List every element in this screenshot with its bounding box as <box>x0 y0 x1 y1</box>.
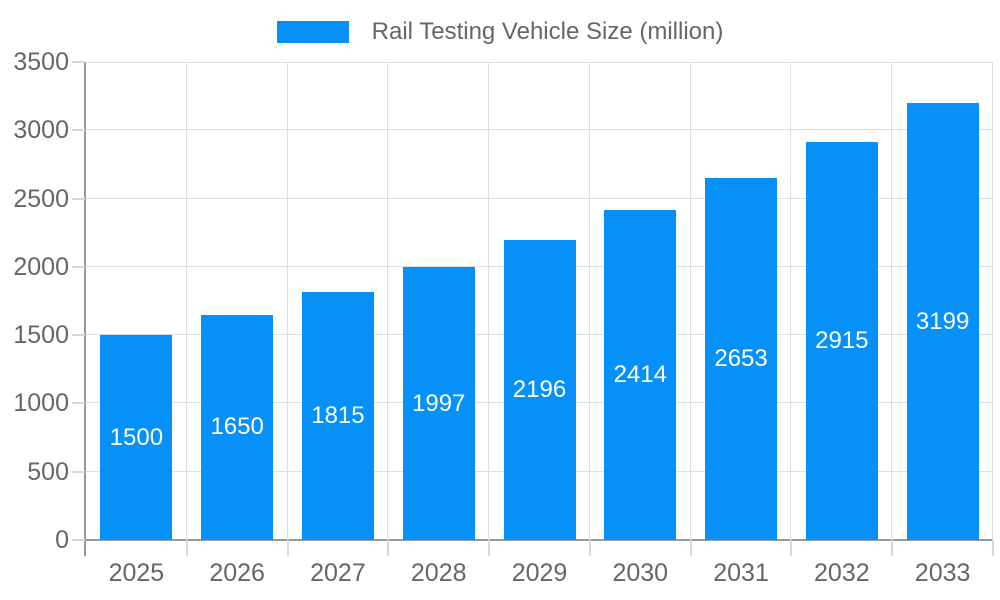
v-gridline <box>689 62 691 540</box>
bar-value-label: 1997 <box>412 389 466 417</box>
y-axis-tick-label: 3000 <box>13 116 69 145</box>
v-gridline <box>387 62 389 540</box>
bar-2030[interactable]: 2414 <box>604 210 677 540</box>
bar-2026[interactable]: 1650 <box>201 314 274 540</box>
x-axis-tick-label: 2030 <box>612 559 669 587</box>
bar-2031[interactable]: 2653 <box>705 177 778 540</box>
y-axis-tick <box>72 539 85 541</box>
y-axis-tick <box>72 61 85 63</box>
legend-swatch <box>276 21 349 43</box>
bar-2027[interactable]: 1815 <box>301 292 374 540</box>
x-axis-tick <box>387 540 390 556</box>
v-gridline <box>286 62 288 540</box>
y-axis-tick-label: 1500 <box>13 321 69 350</box>
bar-value-label: 3199 <box>915 307 970 335</box>
x-axis-tick <box>588 540 591 556</box>
bar-2033[interactable]: 3199 <box>906 103 979 540</box>
x-axis-tick-label: 2032 <box>814 559 870 587</box>
v-gridline <box>488 62 490 540</box>
legend-label: Rail Testing Vehicle Size (million) <box>371 18 724 45</box>
x-axis-tick <box>689 540 692 556</box>
bar-2028[interactable]: 1997 <box>402 267 475 540</box>
y-axis-line <box>84 62 86 556</box>
bar-value-label: 1815 <box>311 402 365 430</box>
y-axis-tick-label: 1000 <box>13 389 69 418</box>
y-axis-tick <box>72 334 85 337</box>
x-axis-line <box>84 539 993 541</box>
x-axis-tick <box>992 540 994 556</box>
bar-value-label: 2196 <box>512 376 567 404</box>
x-axis-tick-label: 2028 <box>410 559 467 587</box>
x-axis-tick <box>488 540 491 556</box>
y-axis-tick-label: 3500 <box>13 48 69 76</box>
v-gridline <box>185 62 187 540</box>
x-axis-tick <box>790 540 793 556</box>
bar-value-label: 1650 <box>210 413 264 441</box>
y-axis-tick-label: 500 <box>27 457 69 486</box>
plot-area: 1500 1650 1815 1997 2196 2414 2653 2915 3199 <box>86 62 993 540</box>
h-gridline <box>86 129 993 131</box>
bar-2029[interactable]: 2196 <box>503 240 576 540</box>
y-axis-tick <box>72 470 85 473</box>
y-axis-tick-label: 0 <box>55 526 69 554</box>
x-axis-tick-label: 2033 <box>914 559 971 587</box>
x-axis-tick-label: 2027 <box>310 559 366 587</box>
x-axis-tick <box>185 540 188 556</box>
x-axis-tick-label: 2025 <box>108 559 165 587</box>
y-axis-tick-label: 2500 <box>13 184 69 213</box>
h-gridline <box>86 62 993 63</box>
y-axis-tick-label: 2000 <box>13 252 69 281</box>
bar-value-label: 2414 <box>613 361 667 389</box>
x-axis-tick-label: 2031 <box>713 559 769 587</box>
v-gridline <box>588 62 590 540</box>
x-axis-tick-label: 2029 <box>511 559 568 587</box>
v-gridline <box>790 62 792 540</box>
x-axis-tick <box>891 540 894 556</box>
y-axis-tick <box>72 265 85 268</box>
bar-value-label: 1500 <box>109 423 164 451</box>
x-axis-tick-label: 2026 <box>209 559 265 587</box>
x-axis-tick <box>286 540 289 556</box>
bar-value-label: 2915 <box>815 326 869 354</box>
v-gridline <box>891 62 893 540</box>
bar-2032[interactable]: 2915 <box>805 141 878 540</box>
legend[interactable]: Rail Testing Vehicle Size (million) <box>0 18 1000 45</box>
y-axis-tick <box>72 402 85 405</box>
bar-2025[interactable]: 1500 <box>100 335 173 540</box>
v-gridline <box>992 62 993 540</box>
y-axis-tick <box>72 197 85 200</box>
h-gridline <box>86 197 993 199</box>
y-axis-tick <box>72 129 85 132</box>
bar-value-label: 2653 <box>714 344 768 372</box>
